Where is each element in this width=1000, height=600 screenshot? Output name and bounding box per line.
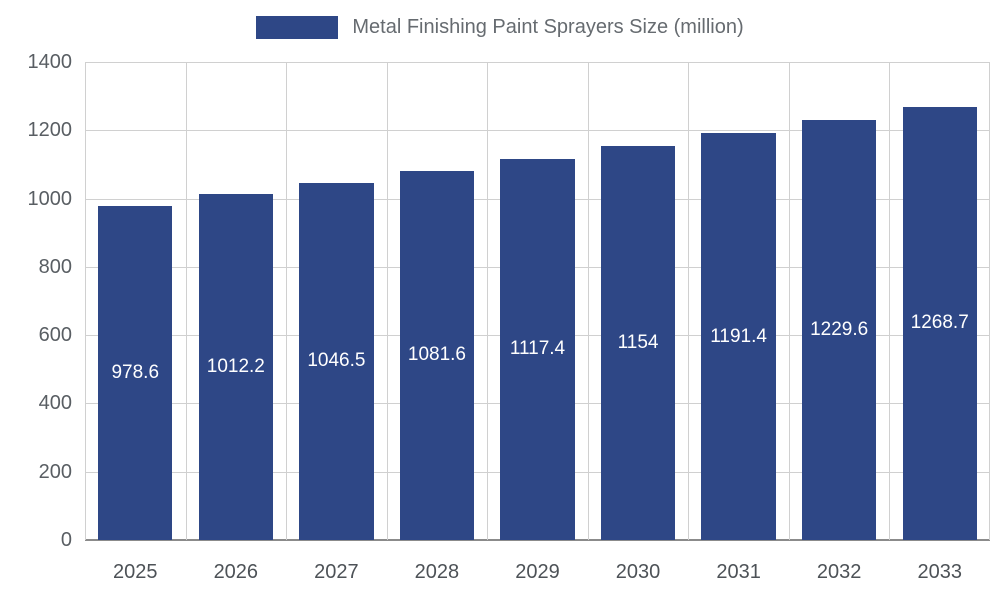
bar-2027: 1046.5 <box>299 182 374 540</box>
bar-2033: 1268.7 <box>902 106 977 540</box>
bar-value-label: 1191.4 <box>710 325 767 347</box>
legend[interactable]: Metal Finishing Paint Sprayers Size (mil… <box>0 16 1000 39</box>
bar-value-label: 1046.5 <box>307 350 366 372</box>
y-axis-tick-label: 400 <box>38 392 72 415</box>
bar-value-label: 1117.4 <box>509 338 566 360</box>
y-axis-tick-label: 1400 <box>27 51 73 73</box>
x-axis-tick-label: 2031 <box>716 561 761 583</box>
gridline-vertical <box>85 62 86 540</box>
x-axis-tick-label: 2030 <box>615 561 661 583</box>
x-axis-tick-label: 2032 <box>816 561 862 583</box>
gridline-vertical <box>185 62 187 540</box>
plot-area: 978.6 1012.2 1046.5 1081.6 1117.4 1154 1191.4 1… <box>85 62 990 541</box>
gridline-vertical <box>889 62 891 540</box>
bar-value-label: 1268.7 <box>910 312 969 334</box>
y-axis-tick-label: 200 <box>38 460 72 483</box>
x-axis-tick-label: 2028 <box>414 561 460 583</box>
gridline-horizontal <box>85 130 990 132</box>
bar-value-label: 1081.6 <box>407 344 466 366</box>
gridline-horizontal <box>85 62 990 63</box>
y-axis-tick-label: 600 <box>38 324 72 347</box>
bar-value-label: 978.6 <box>111 361 160 383</box>
x-axis-tick-label: 2029 <box>515 561 560 583</box>
y-axis-tick-label: 1200 <box>27 119 73 142</box>
y-axis-tick-label: 800 <box>38 255 72 278</box>
gridline-vertical <box>688 62 690 540</box>
bar-2026: 1012.2 <box>198 194 274 540</box>
gridline-vertical <box>587 62 589 540</box>
gridline-vertical <box>487 62 489 540</box>
x-axis-tick-label: 2026 <box>213 561 259 583</box>
y-axis-tick-label: 0 <box>60 529 72 551</box>
bar-value-label: 1229.6 <box>810 319 869 341</box>
bar-2031: 1191.4 <box>701 133 776 540</box>
y-axis-tick-label: 1000 <box>27 187 73 210</box>
gridline-vertical <box>286 62 288 540</box>
bar-2030: 1154 <box>600 146 676 540</box>
bar-2025: 978.6 <box>98 205 173 540</box>
gridline-vertical <box>788 62 790 540</box>
gridline-vertical <box>989 62 990 540</box>
bar-2028: 1081.6 <box>399 170 475 540</box>
x-axis-tick-label: 2027 <box>314 561 359 583</box>
legend-title: Metal Finishing Paint Sprayers Size (mil… <box>352 16 744 38</box>
x-axis-tick-label: 2025 <box>113 561 158 583</box>
gridline-vertical <box>386 62 388 540</box>
legend-swatch <box>256 16 339 39</box>
bar-2032: 1229.6 <box>801 120 877 540</box>
bar-value-label: 1012.2 <box>206 356 265 378</box>
x-axis-line <box>85 539 990 541</box>
bar-value-label: 1154 <box>617 332 659 353</box>
bar-2029: 1117.4 <box>500 158 575 540</box>
x-axis-tick-label: 2033 <box>917 561 962 583</box>
